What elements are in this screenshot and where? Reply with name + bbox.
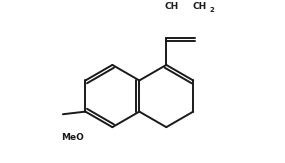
Text: 2: 2 — [209, 7, 214, 13]
Text: MeO: MeO — [61, 133, 84, 142]
Text: CH: CH — [164, 2, 179, 11]
Text: CH: CH — [193, 2, 207, 11]
